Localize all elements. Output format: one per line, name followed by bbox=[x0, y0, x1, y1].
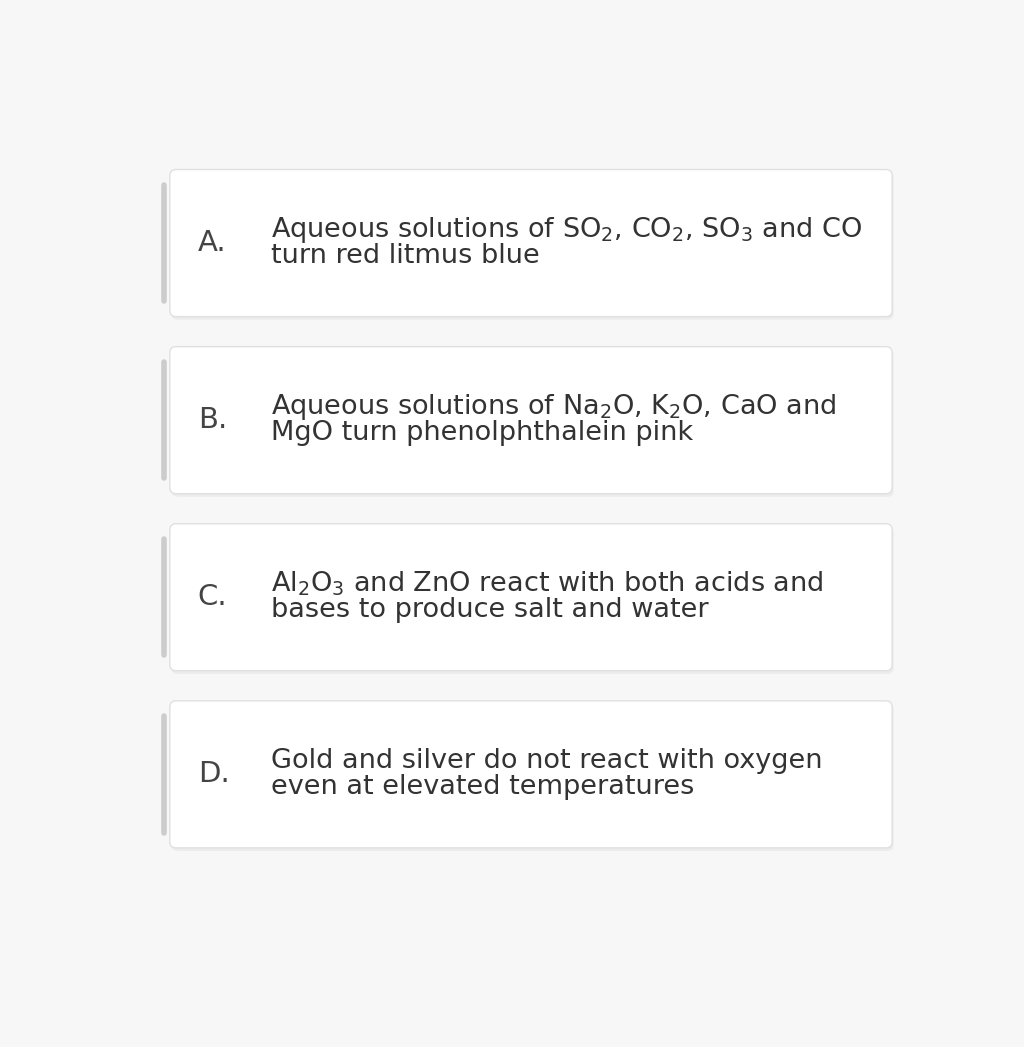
Text: B.: B. bbox=[198, 406, 227, 435]
Text: Al$_2$O$_3$ and ZnO react with both acids and: Al$_2$O$_3$ and ZnO react with both acid… bbox=[271, 570, 823, 599]
FancyBboxPatch shape bbox=[171, 173, 894, 319]
Text: D.: D. bbox=[198, 760, 229, 788]
FancyBboxPatch shape bbox=[170, 700, 892, 848]
Text: Aqueous solutions of Na$_2$O, K$_2$O, CaO and: Aqueous solutions of Na$_2$O, K$_2$O, Ca… bbox=[271, 392, 837, 422]
FancyBboxPatch shape bbox=[171, 527, 894, 674]
Text: A.: A. bbox=[198, 229, 226, 258]
Text: turn red litmus blue: turn red litmus blue bbox=[271, 243, 540, 269]
FancyBboxPatch shape bbox=[171, 704, 894, 851]
Text: MgO turn phenolphthalein pink: MgO turn phenolphthalein pink bbox=[271, 420, 693, 446]
FancyBboxPatch shape bbox=[170, 170, 892, 316]
FancyBboxPatch shape bbox=[171, 350, 894, 496]
Text: bases to produce salt and water: bases to produce salt and water bbox=[271, 598, 709, 623]
Text: C.: C. bbox=[198, 583, 227, 611]
FancyBboxPatch shape bbox=[170, 524, 892, 671]
Text: Gold and silver do not react with oxygen: Gold and silver do not react with oxygen bbox=[271, 749, 823, 775]
Text: Aqueous solutions of SO$_2$, CO$_2$, SO$_3$ and CO: Aqueous solutions of SO$_2$, CO$_2$, SO$… bbox=[271, 215, 863, 245]
Text: even at elevated temperatures: even at elevated temperatures bbox=[271, 775, 694, 801]
FancyBboxPatch shape bbox=[170, 347, 892, 494]
